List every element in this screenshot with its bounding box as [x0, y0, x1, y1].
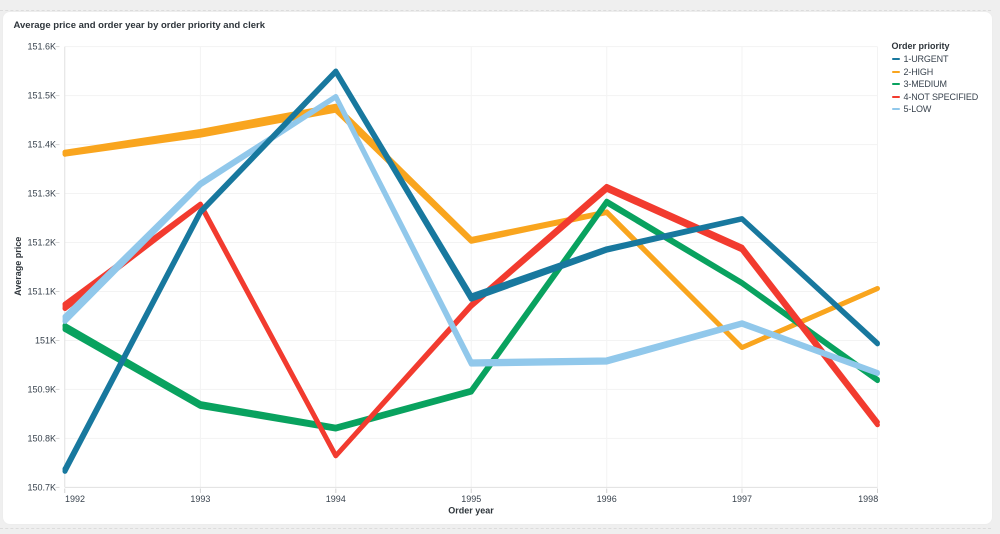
- svg-text:1994: 1994: [326, 494, 346, 504]
- svg-text:151.6K: 151.6K: [27, 42, 56, 52]
- svg-text:151.5K: 151.5K: [27, 91, 56, 101]
- svg-text:1997: 1997: [732, 494, 752, 504]
- svg-text:Average price: Average price: [13, 237, 23, 296]
- svg-text:150.9K: 150.9K: [27, 384, 56, 394]
- svg-text:151.4K: 151.4K: [27, 140, 56, 150]
- svg-text:151.2K: 151.2K: [27, 238, 56, 248]
- svg-text:1998: 1998: [858, 494, 878, 504]
- svg-text:151K: 151K: [35, 336, 56, 346]
- svg-text:150.7K: 150.7K: [27, 482, 56, 492]
- svg-text:151.1K: 151.1K: [27, 287, 56, 297]
- svg-text:151.3K: 151.3K: [27, 189, 56, 199]
- svg-text:150.8K: 150.8K: [27, 433, 56, 443]
- svg-text:1995: 1995: [461, 494, 481, 504]
- svg-text:1993: 1993: [190, 494, 210, 504]
- svg-text:1996: 1996: [597, 494, 617, 504]
- svg-text:Order year: Order year: [448, 506, 494, 516]
- svg-text:1992: 1992: [65, 494, 85, 504]
